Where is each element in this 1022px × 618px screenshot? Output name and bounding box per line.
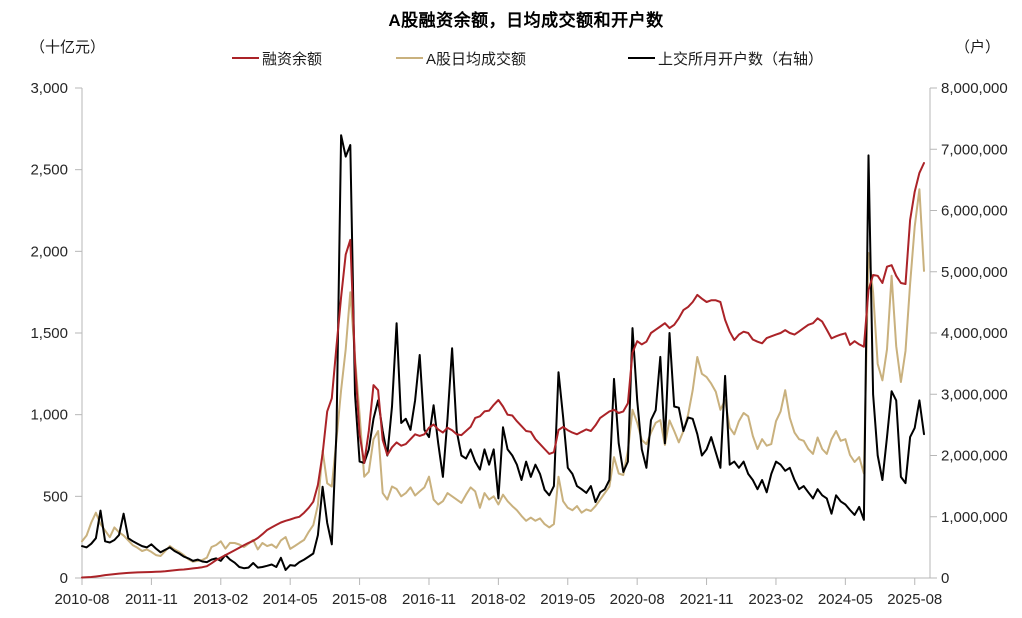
left-axis-tick-label: 0 (60, 570, 68, 587)
left-axis-tick-label: 1,000 (30, 407, 68, 424)
right-axis-tick-label: 0 (941, 570, 949, 587)
x-axis-tick-label: 2016-11 (402, 591, 456, 608)
right-axis-tick-label: 1,000,000 (941, 509, 1008, 526)
left-axis-tick-label: 3,000 (30, 80, 68, 97)
x-axis-tick-label: 2025-08 (887, 591, 942, 608)
right-axis-tick-label: 6,000,000 (941, 203, 1008, 220)
legend-line-daily-turnover (396, 57, 423, 59)
legend-item-daily-turnover: A股日均成交额 (396, 49, 527, 68)
legend-line-financing-balance (232, 57, 259, 59)
chart-title: A股融资余额，日均成交额和开户数 (388, 11, 664, 30)
left-axis-tick-label: 2,500 (30, 162, 68, 179)
left-axis-tick-label: 2,000 (30, 243, 68, 260)
legend-line-new-accounts (628, 57, 655, 59)
x-axis-tick-label: 2020-08 (610, 591, 665, 608)
left-axis-unit-label: （十亿元） (30, 39, 106, 56)
right-axis-unit-label: （户） (954, 39, 1000, 56)
legend-item-financing-balance: 融资余额 (232, 49, 323, 68)
right-axis-tick-label: 2,000,000 (941, 448, 1008, 465)
right-axis-tick-label: 4,000,000 (941, 325, 1008, 342)
x-axis-tick-label: 2014-05 (263, 591, 318, 608)
left-axis-tick-label: 1,500 (30, 325, 68, 342)
x-axis-tick-label: 2024-05 (818, 591, 873, 608)
x-axis-tick-label: 2010-08 (54, 591, 109, 608)
legend-label-new-accounts: 上交所月开户数（右轴） (658, 50, 824, 68)
x-axis-tick-label: 2011-11 (125, 591, 178, 608)
x-axis-tick-label: 2015-08 (332, 591, 387, 608)
legend-label-financing-balance: 融资余额 (262, 50, 323, 68)
x-axis-tick-label: 2018-02 (471, 591, 526, 608)
x-axis-tick-label: 2021-11 (680, 591, 734, 608)
left-axis-tick-label: 500 (43, 488, 68, 505)
right-axis-tick-label: 7,000,000 (941, 141, 1008, 158)
x-axis-tick-label: 2013-02 (193, 591, 248, 608)
right-axis-tick-label: 5,000,000 (941, 264, 1008, 281)
right-axis-tick-label: 8,000,000 (941, 80, 1008, 97)
right-axis-tick-label: 3,000,000 (941, 386, 1008, 403)
x-axis-tick-label: 2023-02 (748, 591, 803, 608)
legend-label-daily-turnover: A股日均成交额 (426, 50, 527, 68)
series-line-1-billion-yuan (81, 188, 925, 563)
x-axis-tick-label: 2019-05 (540, 591, 595, 608)
series-line-2-accounts (81, 134, 925, 571)
series-line-0-billion-yuan (81, 162, 925, 579)
legend-item-new-accounts: 上交所月开户数（右轴） (628, 49, 824, 68)
